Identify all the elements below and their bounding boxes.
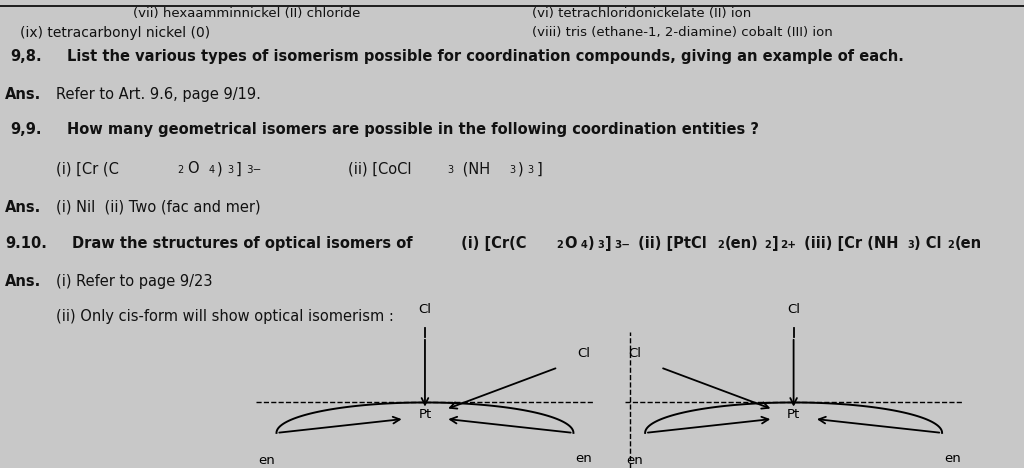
Text: Pt: Pt xyxy=(787,408,800,421)
Text: 4: 4 xyxy=(209,165,215,175)
Text: en: en xyxy=(258,454,274,467)
Text: Ans.: Ans. xyxy=(5,200,41,215)
Text: 2+: 2+ xyxy=(780,240,797,249)
Text: ]: ] xyxy=(537,161,543,176)
Text: Cl: Cl xyxy=(787,303,800,316)
Text: (en: (en xyxy=(954,236,981,251)
Text: Cl: Cl xyxy=(578,347,590,360)
Text: Pt: Pt xyxy=(419,408,431,421)
Text: ]: ] xyxy=(772,236,778,251)
Text: (i) Refer to page 9/23: (i) Refer to page 9/23 xyxy=(56,274,213,289)
Text: 3: 3 xyxy=(527,165,534,175)
Text: 3: 3 xyxy=(597,240,604,249)
Text: ]: ] xyxy=(236,161,242,176)
Text: 3: 3 xyxy=(907,240,914,249)
Text: (ii) [PtCl: (ii) [PtCl xyxy=(633,236,707,251)
Text: 9,9.: 9,9. xyxy=(10,122,42,137)
Text: (i) [Cr (C: (i) [Cr (C xyxy=(56,161,119,176)
Text: 2: 2 xyxy=(947,240,954,249)
Text: (i) [Cr(C: (i) [Cr(C xyxy=(456,236,526,251)
Text: 9.10.: 9.10. xyxy=(5,236,47,251)
Text: O: O xyxy=(564,236,577,251)
Text: en: en xyxy=(627,454,643,467)
Text: 3: 3 xyxy=(227,165,233,175)
Text: en: en xyxy=(944,452,961,465)
Text: 2: 2 xyxy=(764,240,771,249)
Text: (vii) hexaamminnickel (II) chloride: (vii) hexaamminnickel (II) chloride xyxy=(133,7,360,20)
Text: (ii) [CoCl: (ii) [CoCl xyxy=(348,161,412,176)
Text: ): ) xyxy=(518,161,523,176)
Text: 9,8.: 9,8. xyxy=(10,49,42,64)
Text: 2: 2 xyxy=(717,240,724,249)
Text: (en): (en) xyxy=(725,236,759,251)
Text: ) Cl: ) Cl xyxy=(914,236,942,251)
Text: 4: 4 xyxy=(581,240,588,249)
Text: 3: 3 xyxy=(509,165,515,175)
Text: 3−: 3− xyxy=(246,165,261,175)
Text: (vi) tetrachloridonickelate (II) ion: (vi) tetrachloridonickelate (II) ion xyxy=(532,7,752,20)
Text: List the various types of isomerism possible for coordination compounds, giving : List the various types of isomerism poss… xyxy=(67,49,903,64)
Text: (iii) [Cr (NH: (iii) [Cr (NH xyxy=(799,236,898,251)
Text: 3: 3 xyxy=(447,165,454,175)
Text: (ii) Only cis-form will show optical isomerism :: (ii) Only cis-form will show optical iso… xyxy=(56,309,394,324)
Text: 3−: 3− xyxy=(614,240,631,249)
Text: 2: 2 xyxy=(177,165,183,175)
Text: ]: ] xyxy=(605,236,611,251)
Text: ): ) xyxy=(217,161,222,176)
Text: Cl: Cl xyxy=(629,347,641,360)
Text: (NH: (NH xyxy=(458,161,489,176)
Text: ): ) xyxy=(588,236,594,251)
Text: (ix) tetracarbonyl nickel (0): (ix) tetracarbonyl nickel (0) xyxy=(20,26,211,40)
Text: Draw the structures of optical isomers of: Draw the structures of optical isomers o… xyxy=(72,236,413,251)
Text: (viii) tris (ethane-1, 2-diamine) cobalt (III) ion: (viii) tris (ethane-1, 2-diamine) cobalt… xyxy=(532,26,834,39)
Text: Cl: Cl xyxy=(419,303,431,316)
Text: 2: 2 xyxy=(556,240,563,249)
Text: en: en xyxy=(575,452,592,465)
Text: Ans.: Ans. xyxy=(5,274,41,289)
Text: How many geometrical isomers are possible in the following coordination entities: How many geometrical isomers are possibl… xyxy=(67,122,759,137)
Text: Ans.: Ans. xyxy=(5,87,41,102)
Text: Refer to Art. 9.6, page 9/19.: Refer to Art. 9.6, page 9/19. xyxy=(56,87,261,102)
Text: (i) Nil  (ii) Two (fac and mer): (i) Nil (ii) Two (fac and mer) xyxy=(56,200,261,215)
Text: O: O xyxy=(187,161,199,176)
